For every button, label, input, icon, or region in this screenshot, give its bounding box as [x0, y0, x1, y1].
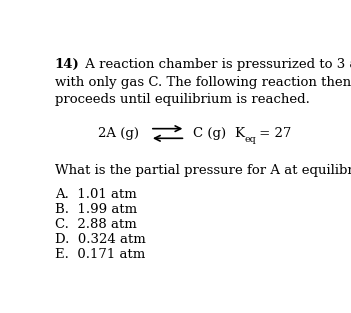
Text: B.  1.99 atm: B. 1.99 atm [55, 203, 137, 216]
Text: E.  0.171 atm: E. 0.171 atm [55, 248, 145, 261]
Text: A.  1.01 atm: A. 1.01 atm [55, 188, 137, 201]
Text: D.  0.324 atm: D. 0.324 atm [55, 233, 146, 246]
Text: proceeds until equilibrium is reached.: proceeds until equilibrium is reached. [55, 93, 310, 106]
Text: 14): 14) [55, 58, 80, 71]
Text: eq: eq [245, 136, 256, 145]
Text: K: K [234, 127, 244, 141]
Text: = 27: = 27 [255, 127, 291, 141]
Text: C (g): C (g) [193, 127, 227, 141]
Text: 2A (g): 2A (g) [98, 127, 139, 141]
Text: A reaction chamber is pressurized to 3 atm: A reaction chamber is pressurized to 3 a… [81, 58, 351, 71]
Text: with only gas C. The following reaction then: with only gas C. The following reaction … [55, 76, 351, 89]
Text: What is the partial pressure for A at equilibrium?: What is the partial pressure for A at eq… [55, 164, 351, 177]
Text: C.  2.88 atm: C. 2.88 atm [55, 218, 137, 231]
